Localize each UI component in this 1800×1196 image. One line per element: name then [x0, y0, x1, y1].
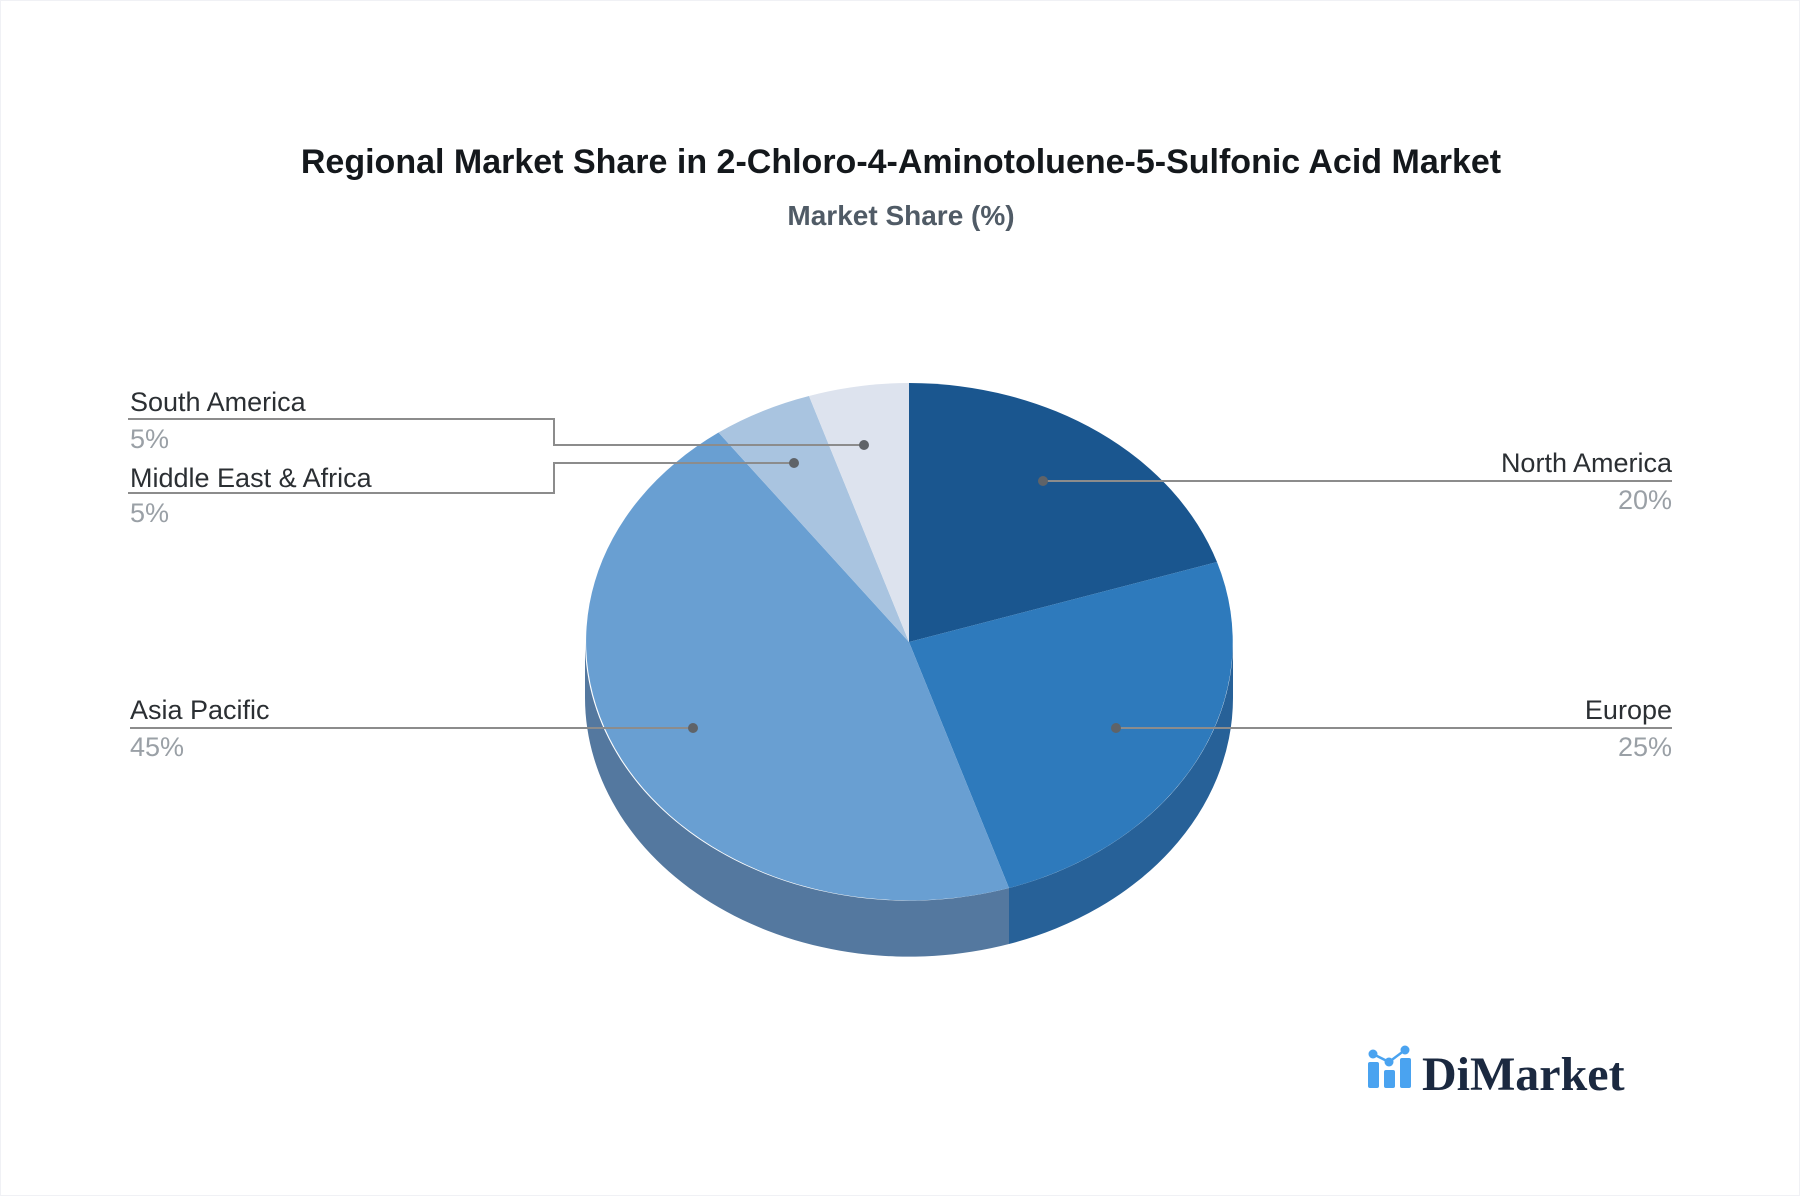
pct-europe: 25%: [1618, 732, 1672, 762]
leader-dot-asia-pacific: [688, 723, 698, 733]
pie-slice-north-america[interactable]: [909, 383, 1217, 642]
pie-slice-middle-east-africa[interactable]: [718, 396, 910, 642]
pie-slice-asia-pacific[interactable]: [586, 432, 1009, 901]
brand-name: DiMarket: [1422, 1048, 1625, 1101]
logo-dot-middle: [1384, 1057, 1394, 1067]
pie-rim-europe: [1009, 642, 1233, 944]
pct-north-america: 20%: [1618, 485, 1672, 515]
label-south-america: South America: [130, 387, 307, 417]
pie-slice-europe[interactable]: [909, 562, 1233, 888]
leader-dot-middle-east-africa: [789, 458, 799, 468]
callout-labels: South America 5% Middle East & Africa 5%…: [130, 387, 1673, 762]
label-asia-pacific: Asia Pacific: [130, 695, 270, 725]
logo-dot-left: [1368, 1049, 1378, 1059]
pie-slices: [586, 383, 1233, 901]
pct-south-america: 5%: [130, 424, 169, 454]
logo-bar-right: [1400, 1058, 1411, 1088]
logo-bar-left: [1368, 1062, 1379, 1088]
pie-rim-asia-pacific: [585, 642, 1009, 957]
leader-line-middle-east-africa: [128, 462, 794, 494]
label-middle-east-africa: Middle East & Africa: [130, 463, 373, 493]
chart-subtitle: Market Share (%): [787, 200, 1014, 231]
leader-dot-south-america: [859, 440, 869, 450]
logo-bar-middle: [1384, 1070, 1395, 1088]
pct-asia-pacific: 45%: [130, 732, 184, 762]
chart-title: Regional Market Share in 2-Chloro-4-Amin…: [301, 143, 1501, 181]
pie-slice-south-america[interactable]: [809, 383, 909, 642]
brand-logo: DiMarket: [1368, 1045, 1625, 1101]
leader-dot-europe: [1111, 723, 1121, 733]
bar-chart-trend-icon: [1368, 1045, 1411, 1088]
label-north-america: North America: [1501, 448, 1673, 478]
leader-dot-north-america: [1038, 476, 1048, 486]
callout-leaders: [128, 418, 1672, 733]
logo-dot-right: [1400, 1045, 1410, 1055]
leader-line-south-america: [128, 418, 864, 446]
label-europe: Europe: [1585, 695, 1672, 725]
pct-middle-east-africa: 5%: [130, 498, 169, 528]
pie-3d-rim: [585, 642, 1233, 957]
